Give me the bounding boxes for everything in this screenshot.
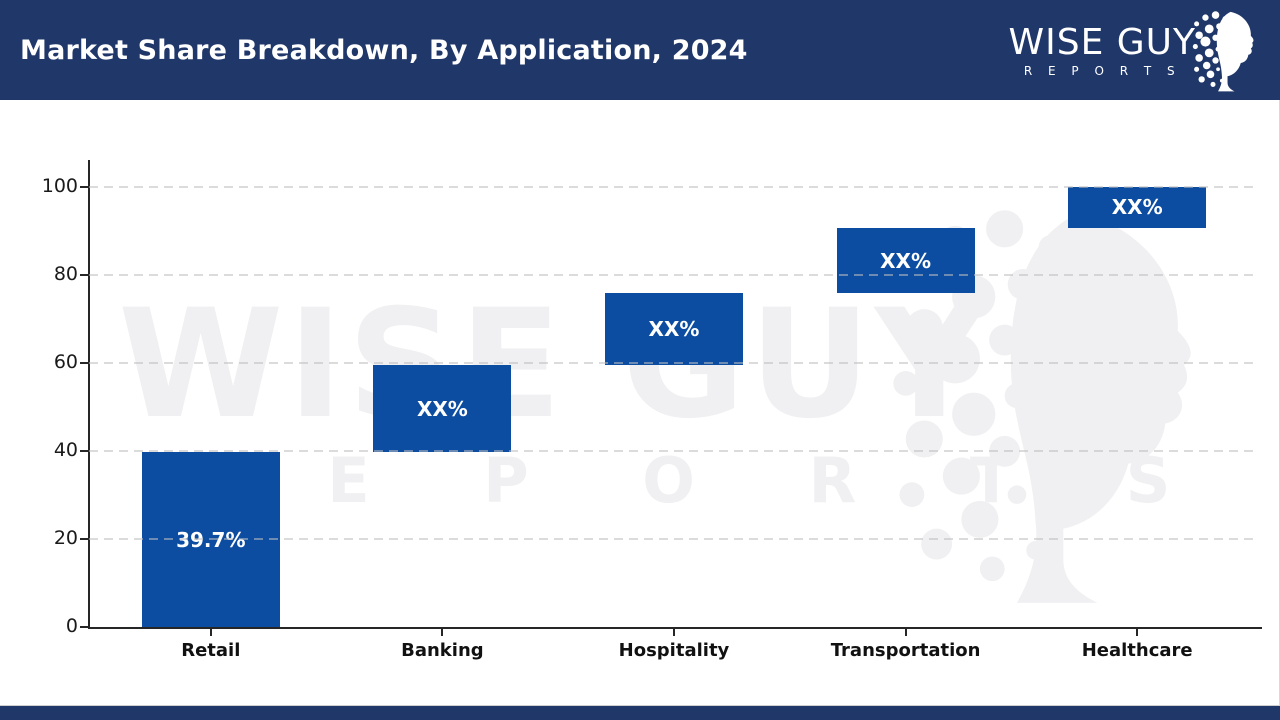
x-axis-line bbox=[88, 627, 1262, 629]
y-axis-tick-mark bbox=[80, 185, 88, 188]
x-axis-tick-mark bbox=[673, 629, 675, 636]
y-axis-tick-mark bbox=[80, 449, 88, 452]
category-label: Hospitality bbox=[618, 640, 730, 661]
y-axis-tick-label: 80 bbox=[53, 262, 78, 285]
wiseguy-face-watermark-icon bbox=[893, 210, 1191, 603]
gridline bbox=[89, 449, 1253, 452]
bar-transportation: XX% bbox=[836, 227, 975, 294]
page-title: Market Share Breakdown, By Application, … bbox=[20, 34, 748, 66]
bar-value-label: XX% bbox=[1111, 195, 1163, 220]
y-axis-tick-mark bbox=[80, 361, 88, 364]
y-axis-line bbox=[88, 160, 90, 629]
brand-name: WISE GUY bbox=[1008, 22, 1196, 63]
y-axis-tick-mark bbox=[80, 626, 88, 628]
category-label: Healthcare bbox=[1081, 640, 1193, 661]
wiseguy-face-icon bbox=[1192, 11, 1254, 92]
bar-value-label: XX% bbox=[880, 248, 932, 273]
category-label: Retail bbox=[181, 640, 241, 661]
gridline bbox=[89, 537, 1253, 540]
y-axis-tick-label: 0 bbox=[65, 615, 78, 637]
gridline bbox=[89, 185, 1253, 188]
header-band: Market Share Breakdown, By Application, … bbox=[0, 0, 1280, 100]
y-axis-tick-label: 20 bbox=[53, 526, 78, 549]
x-axis-tick-mark bbox=[1136, 629, 1139, 636]
x-axis-tick-mark bbox=[209, 629, 212, 636]
bar-healthcare: XX% bbox=[1068, 186, 1207, 228]
x-axis-tick-mark bbox=[441, 629, 444, 636]
category-label: Banking bbox=[401, 640, 484, 661]
brand-subtitle: R E P O R T S bbox=[1023, 64, 1181, 78]
y-axis-tick-label: 60 bbox=[53, 350, 78, 373]
gridline bbox=[89, 273, 1253, 276]
wiseguy-logo: WISE GUY R E P O R T S bbox=[1009, 10, 1269, 92]
bar-hospitality: XX% bbox=[605, 293, 743, 365]
y-axis-tick-mark bbox=[80, 273, 88, 276]
wiseguy-logo-text: WISE GUY R E P O R T S bbox=[1008, 22, 1197, 79]
plot-area: 0 20 40 60 80 100 39.7% Retail XX% Banking XX% Hosp… bbox=[0, 100, 1280, 706]
category-label: Transportation bbox=[830, 640, 981, 661]
gridline bbox=[89, 361, 1253, 364]
bar-value-label: XX% bbox=[416, 396, 468, 421]
bar-value-label: XX% bbox=[648, 316, 700, 341]
footer-band bbox=[0, 706, 1280, 720]
watermark-line1: WISE GUY bbox=[118, 278, 988, 452]
y-axis-tick-label: 40 bbox=[53, 438, 78, 461]
y-axis-tick-mark bbox=[80, 537, 88, 540]
x-axis-tick-mark bbox=[904, 629, 907, 636]
y-axis-tick-label: 100 bbox=[41, 174, 78, 197]
bar-banking: XX% bbox=[373, 364, 512, 453]
chart-canvas: WISE GUY R E P O R T S 0 20 40 60 80 100 39.7%… bbox=[0, 100, 1280, 706]
